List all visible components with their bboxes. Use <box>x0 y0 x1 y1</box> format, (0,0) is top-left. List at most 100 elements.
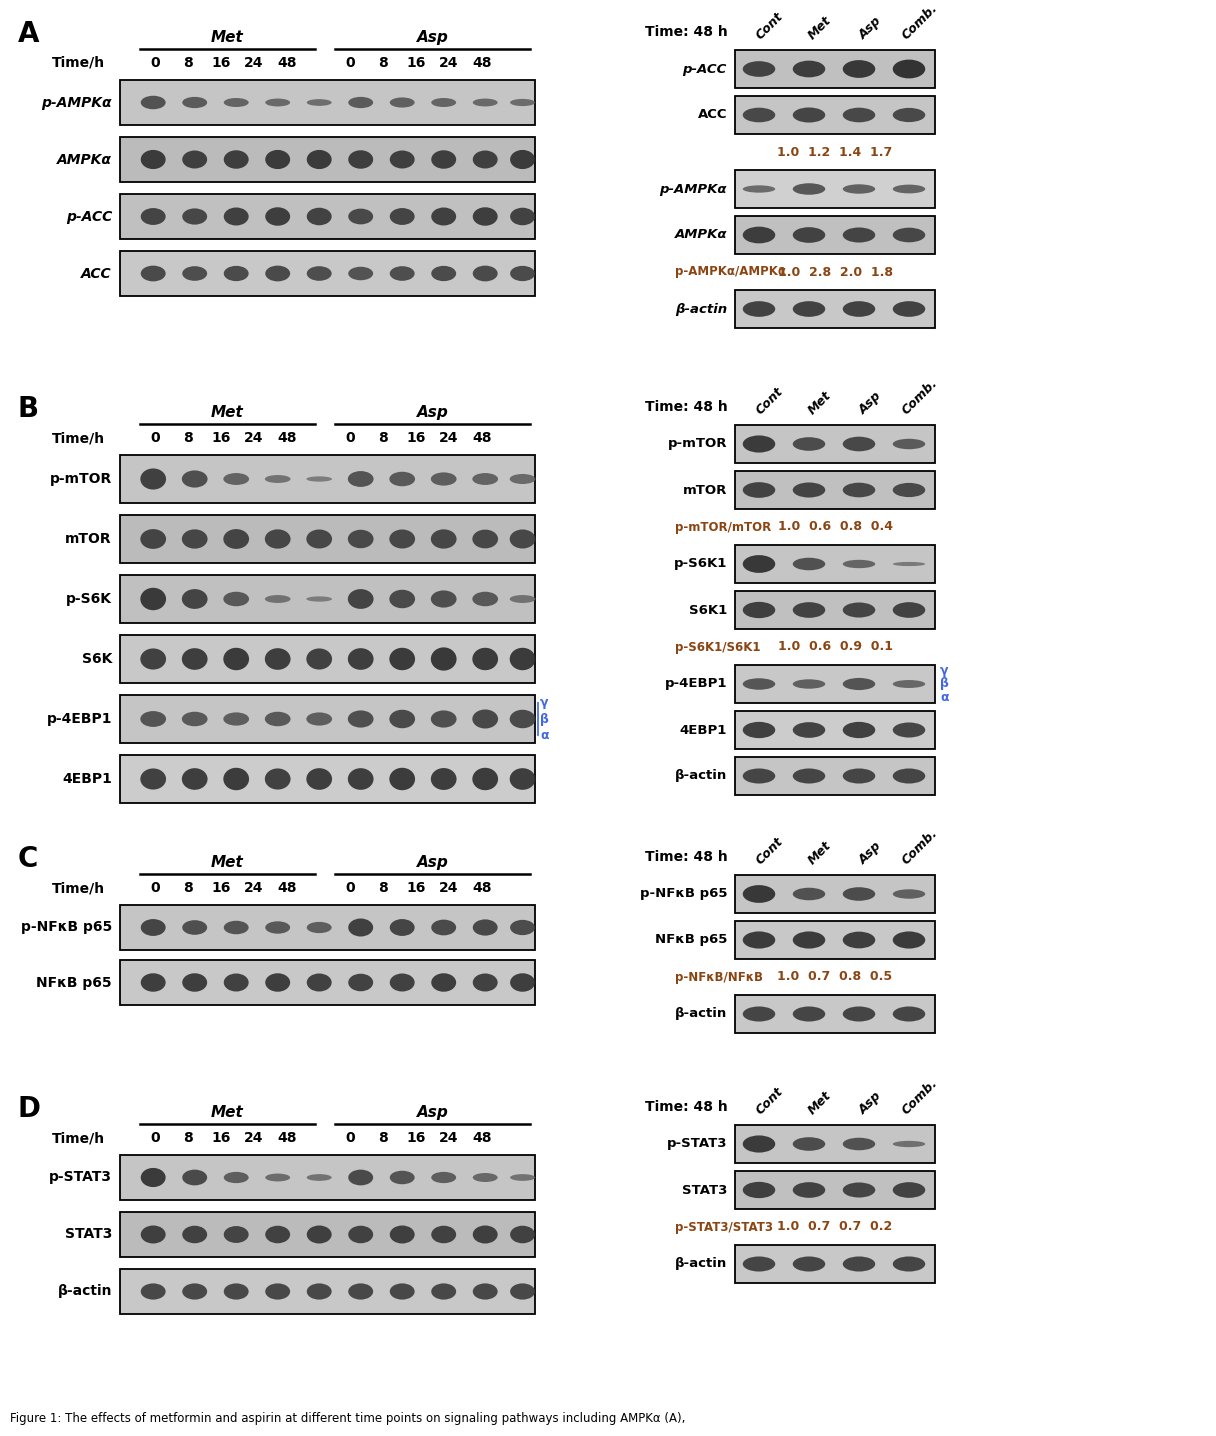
Ellipse shape <box>510 208 535 225</box>
Bar <box>120 755 535 803</box>
Text: Time/h: Time/h <box>52 882 105 895</box>
Ellipse shape <box>348 267 373 280</box>
Ellipse shape <box>510 474 535 484</box>
Bar <box>734 1170 935 1209</box>
Ellipse shape <box>843 560 876 569</box>
Ellipse shape <box>843 603 876 617</box>
Ellipse shape <box>893 681 925 688</box>
Ellipse shape <box>306 149 332 169</box>
Text: 16: 16 <box>212 56 231 70</box>
Ellipse shape <box>390 266 415 281</box>
Text: Asp: Asp <box>417 854 449 870</box>
Ellipse shape <box>793 60 826 78</box>
Ellipse shape <box>843 60 876 78</box>
Text: 0: 0 <box>345 1132 355 1144</box>
Ellipse shape <box>182 974 207 992</box>
Ellipse shape <box>224 1226 248 1244</box>
Ellipse shape <box>793 722 826 738</box>
Ellipse shape <box>224 207 248 225</box>
Text: β-actin: β-actin <box>675 303 727 316</box>
Ellipse shape <box>743 678 776 689</box>
Ellipse shape <box>306 1175 332 1180</box>
Text: 8: 8 <box>184 431 193 445</box>
Text: 8: 8 <box>184 882 193 895</box>
Ellipse shape <box>224 974 248 991</box>
Text: 8: 8 <box>378 56 388 70</box>
Ellipse shape <box>182 471 208 488</box>
Text: p-mTOR: p-mTOR <box>50 472 112 485</box>
Text: Met: Met <box>212 1104 244 1120</box>
Bar <box>120 574 535 623</box>
Text: 48: 48 <box>277 431 297 445</box>
Text: A: A <box>18 20 39 47</box>
Ellipse shape <box>743 482 776 498</box>
Text: S6K: S6K <box>81 652 112 666</box>
Ellipse shape <box>182 530 208 549</box>
Ellipse shape <box>432 974 456 992</box>
Text: C: C <box>18 844 39 873</box>
Ellipse shape <box>140 649 167 669</box>
Text: 16: 16 <box>406 431 426 445</box>
Bar <box>120 961 535 1005</box>
Ellipse shape <box>140 587 167 610</box>
Ellipse shape <box>893 1256 925 1271</box>
Ellipse shape <box>348 589 373 609</box>
Text: γ: γ <box>940 665 948 678</box>
Ellipse shape <box>432 98 456 108</box>
Ellipse shape <box>432 1172 456 1183</box>
Text: 48: 48 <box>277 882 297 895</box>
Ellipse shape <box>348 1170 373 1185</box>
Ellipse shape <box>389 768 415 790</box>
Ellipse shape <box>743 62 776 78</box>
Text: 8: 8 <box>184 56 193 70</box>
Text: p-NFκB p65: p-NFκB p65 <box>640 887 727 900</box>
Text: 24: 24 <box>244 56 264 70</box>
Ellipse shape <box>389 530 415 549</box>
Text: STAT3: STAT3 <box>682 1183 727 1196</box>
Ellipse shape <box>843 722 876 738</box>
Text: 24: 24 <box>244 882 264 895</box>
Ellipse shape <box>843 1256 876 1271</box>
Ellipse shape <box>265 99 291 106</box>
Ellipse shape <box>265 712 291 727</box>
Ellipse shape <box>432 207 456 225</box>
Bar <box>120 516 535 563</box>
Ellipse shape <box>141 149 165 169</box>
Bar <box>734 1124 935 1163</box>
Ellipse shape <box>510 648 535 671</box>
Text: Comb.: Comb. <box>900 1 940 42</box>
Text: β: β <box>940 678 948 691</box>
Ellipse shape <box>306 974 332 991</box>
Text: Met: Met <box>212 854 244 870</box>
Text: p-mTOR: p-mTOR <box>668 438 727 451</box>
Ellipse shape <box>348 648 373 669</box>
Ellipse shape <box>140 768 167 790</box>
Text: Cont: Cont <box>754 385 786 416</box>
Ellipse shape <box>510 1284 535 1300</box>
Ellipse shape <box>430 590 456 607</box>
Ellipse shape <box>141 96 165 109</box>
Ellipse shape <box>793 768 826 784</box>
Ellipse shape <box>743 1182 776 1198</box>
Ellipse shape <box>306 768 332 790</box>
Ellipse shape <box>473 99 497 106</box>
Ellipse shape <box>743 435 776 452</box>
Ellipse shape <box>390 1284 415 1300</box>
Text: 1.0  1.2  1.4  1.7: 1.0 1.2 1.4 1.7 <box>777 145 893 158</box>
Ellipse shape <box>893 482 925 497</box>
Text: p-AMPKα: p-AMPKα <box>41 96 112 109</box>
Text: p-AMPKα: p-AMPKα <box>659 182 727 195</box>
Ellipse shape <box>843 768 876 784</box>
Text: 48: 48 <box>472 431 491 445</box>
Ellipse shape <box>224 768 249 790</box>
Text: β-actin: β-actin <box>675 1258 727 1271</box>
Ellipse shape <box>348 208 373 224</box>
Text: 24: 24 <box>439 56 458 70</box>
Text: STAT3: STAT3 <box>64 1228 112 1242</box>
Text: p-S6K1/S6K1: p-S6K1/S6K1 <box>675 640 760 653</box>
Bar <box>120 136 535 182</box>
Text: 8: 8 <box>378 1132 388 1144</box>
Ellipse shape <box>348 711 373 728</box>
Ellipse shape <box>390 1170 415 1185</box>
Ellipse shape <box>510 266 535 281</box>
